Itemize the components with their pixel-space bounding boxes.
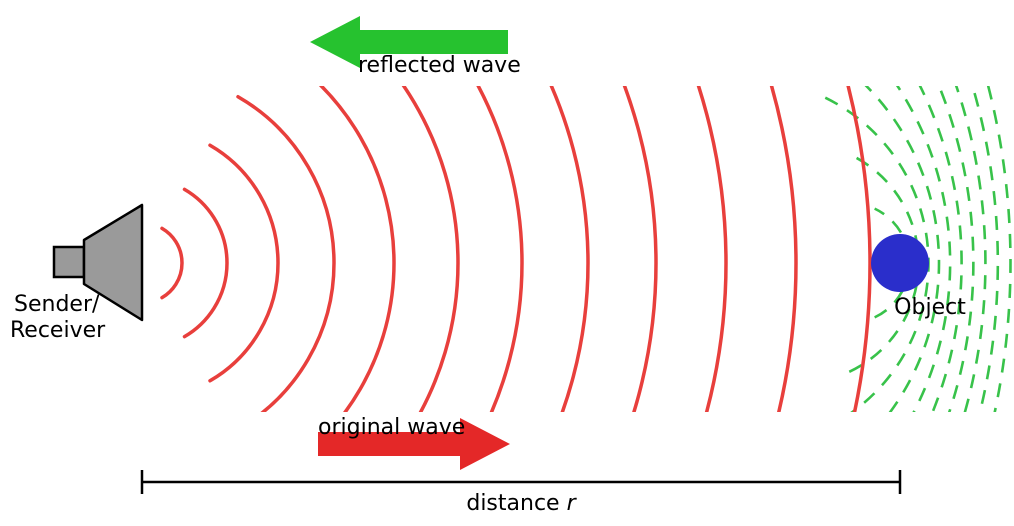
distance-label-prefix: distance <box>466 491 566 516</box>
sender-receiver-label-line1: Sender/ <box>14 292 100 317</box>
reflected-wave-label: reflected wave <box>358 53 521 78</box>
object-label: Object <box>894 295 966 320</box>
speaker-body <box>54 247 84 277</box>
object-circle <box>871 234 929 292</box>
distance-label: distance r <box>466 491 577 516</box>
canvas-bg <box>0 0 1014 526</box>
original-wave-label: original wave <box>318 415 465 440</box>
sender-receiver-label-line2: Receiver <box>10 318 106 343</box>
